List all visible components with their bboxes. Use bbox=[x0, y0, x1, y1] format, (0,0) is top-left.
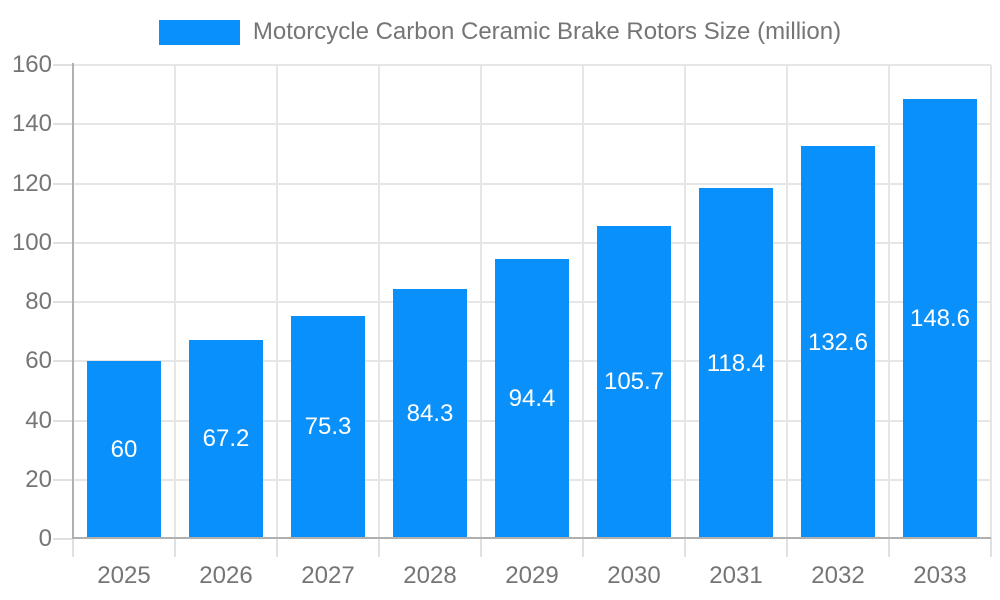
x-axis-tick bbox=[684, 539, 686, 557]
x-axis-tick bbox=[786, 539, 788, 557]
bar-value-label: 75.3 bbox=[304, 413, 352, 441]
legend-swatch bbox=[158, 19, 240, 45]
bar-value-label: 67.2 bbox=[202, 425, 250, 453]
x-axis-tick bbox=[582, 539, 584, 557]
bar-2029[interactable]: 94.4 bbox=[495, 259, 569, 539]
gridline-horizontal bbox=[73, 241, 991, 244]
bar-2033[interactable]: 148.6 bbox=[903, 98, 977, 539]
bar-value-label: 148.6 bbox=[909, 304, 971, 332]
bar-value-label: 94.4 bbox=[508, 385, 556, 413]
bar-2028[interactable]: 84.3 bbox=[393, 289, 467, 539]
x-axis-tick-label: 2028 bbox=[403, 562, 457, 589]
y-axis-tick bbox=[53, 478, 73, 481]
x-axis-tick-label: 2026 bbox=[199, 562, 253, 589]
gridline-vertical bbox=[786, 65, 788, 539]
y-axis-tick bbox=[53, 301, 73, 303]
y-axis-tick bbox=[53, 538, 73, 540]
y-axis-tick bbox=[53, 182, 73, 185]
bar-value-label: 84.3 bbox=[406, 400, 454, 428]
x-axis-tick-label: 2033 bbox=[913, 562, 967, 589]
x-axis-tick-label: 2029 bbox=[505, 562, 559, 589]
y-axis-line bbox=[72, 63, 74, 539]
y-axis-tick-label: 0 bbox=[38, 525, 52, 552]
gridline-vertical bbox=[684, 65, 686, 539]
x-axis-tick-label: 2031 bbox=[709, 562, 763, 589]
y-axis-tick-label: 20 bbox=[25, 465, 52, 493]
gridline-vertical bbox=[378, 65, 380, 539]
gridline-horizontal bbox=[73, 64, 991, 66]
bar-2027[interactable]: 75.3 bbox=[291, 315, 365, 539]
y-axis-tick-label: 80 bbox=[25, 288, 52, 315]
y-axis-tick-label: 40 bbox=[25, 406, 52, 434]
y-axis-tick bbox=[53, 360, 73, 363]
bar-value-label: 118.4 bbox=[706, 349, 766, 377]
x-axis-tick bbox=[888, 539, 890, 557]
bar-value-label: 132.6 bbox=[807, 328, 869, 356]
y-axis-tick bbox=[53, 241, 73, 244]
bar-2031[interactable]: 118.4 bbox=[699, 188, 773, 539]
gridline-horizontal bbox=[73, 123, 991, 126]
gridline-vertical bbox=[174, 65, 176, 539]
bar-value-label: 60 bbox=[110, 436, 138, 464]
x-axis-tick bbox=[174, 539, 176, 557]
gridline-vertical bbox=[582, 65, 584, 539]
gridline-vertical bbox=[480, 65, 482, 539]
y-axis-tick-label: 160 bbox=[11, 51, 52, 78]
x-axis-tick-label: 2030 bbox=[607, 562, 661, 589]
plot-area: 0 20 40 60 80 100 120 140 160 60 2025 67.2 2026 75.3 2… bbox=[12, 53, 992, 589]
x-axis-tick bbox=[276, 539, 278, 557]
x-axis-tick bbox=[990, 539, 992, 557]
x-axis-tick-label: 2025 bbox=[97, 562, 151, 589]
gridline-vertical bbox=[990, 65, 992, 539]
y-axis-tick bbox=[53, 419, 73, 422]
gridline-vertical bbox=[888, 65, 890, 539]
gridline-horizontal bbox=[73, 182, 991, 185]
bar-value-label: 105.7 bbox=[603, 368, 665, 396]
y-axis-tick-label: 120 bbox=[11, 169, 52, 197]
x-axis-tick bbox=[378, 539, 380, 557]
x-axis-line bbox=[73, 537, 991, 539]
x-axis-tick-label: 2032 bbox=[811, 562, 865, 589]
bar-2032[interactable]: 132.6 bbox=[801, 146, 875, 539]
y-axis-tick bbox=[53, 64, 73, 66]
legend-label: Motorcycle Carbon Ceramic Brake Rotors S… bbox=[252, 18, 842, 45]
y-axis-tick-label: 140 bbox=[11, 110, 52, 138]
x-axis-tick bbox=[480, 539, 482, 557]
y-axis-tick bbox=[53, 123, 73, 126]
y-axis-tick-label: 100 bbox=[11, 228, 52, 256]
bar-2025[interactable]: 60 bbox=[87, 361, 161, 539]
bar-2026[interactable]: 67.2 bbox=[189, 339, 263, 539]
bar-2030[interactable]: 105.7 bbox=[597, 225, 671, 539]
x-axis-tick bbox=[72, 539, 74, 557]
x-axis-tick-label: 2027 bbox=[301, 562, 355, 589]
gridline-vertical bbox=[276, 65, 278, 539]
legend[interactable]: Motorcycle Carbon Ceramic Brake Rotors S… bbox=[0, 18, 1000, 46]
y-axis-tick-label: 60 bbox=[25, 347, 52, 375]
